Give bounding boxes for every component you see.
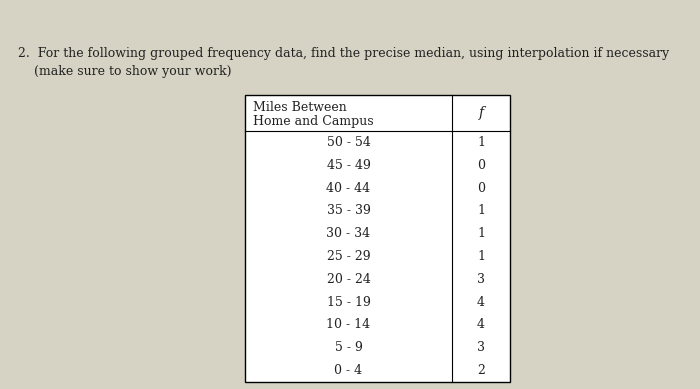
Text: 40 - 44: 40 - 44 [326,182,370,194]
Text: 1: 1 [477,227,485,240]
Text: 2.  For the following grouped frequency data, find the precise median, using int: 2. For the following grouped frequency d… [18,47,669,60]
Text: 1: 1 [477,136,485,149]
Text: 5 - 9: 5 - 9 [335,341,363,354]
Bar [245,95,510,382]
Text: 25 - 29: 25 - 29 [327,250,370,263]
Text: 0: 0 [477,182,485,194]
Text: Home and Campus: Home and Campus [253,115,374,128]
Text: 2: 2 [477,364,485,377]
Text: 3: 3 [477,341,485,354]
Text: 15 - 19: 15 - 19 [327,296,370,308]
Text: 10 - 14: 10 - 14 [326,319,370,331]
Text: 35 - 39: 35 - 39 [327,204,370,217]
Text: f: f [478,106,484,120]
Text: 20 - 24: 20 - 24 [327,273,370,286]
Text: 30 - 34: 30 - 34 [326,227,370,240]
Text: 3: 3 [477,273,485,286]
Text: 0: 0 [477,159,485,172]
Text: 4: 4 [477,319,485,331]
Text: 0 - 4: 0 - 4 [335,364,363,377]
Text: 4: 4 [477,296,485,308]
Text: 1: 1 [477,204,485,217]
Text: 45 - 49: 45 - 49 [327,159,370,172]
Text: 50 - 54: 50 - 54 [327,136,370,149]
Text: (make sure to show your work): (make sure to show your work) [18,65,232,78]
Text: 1: 1 [477,250,485,263]
Text: Miles Between: Miles Between [253,101,346,114]
